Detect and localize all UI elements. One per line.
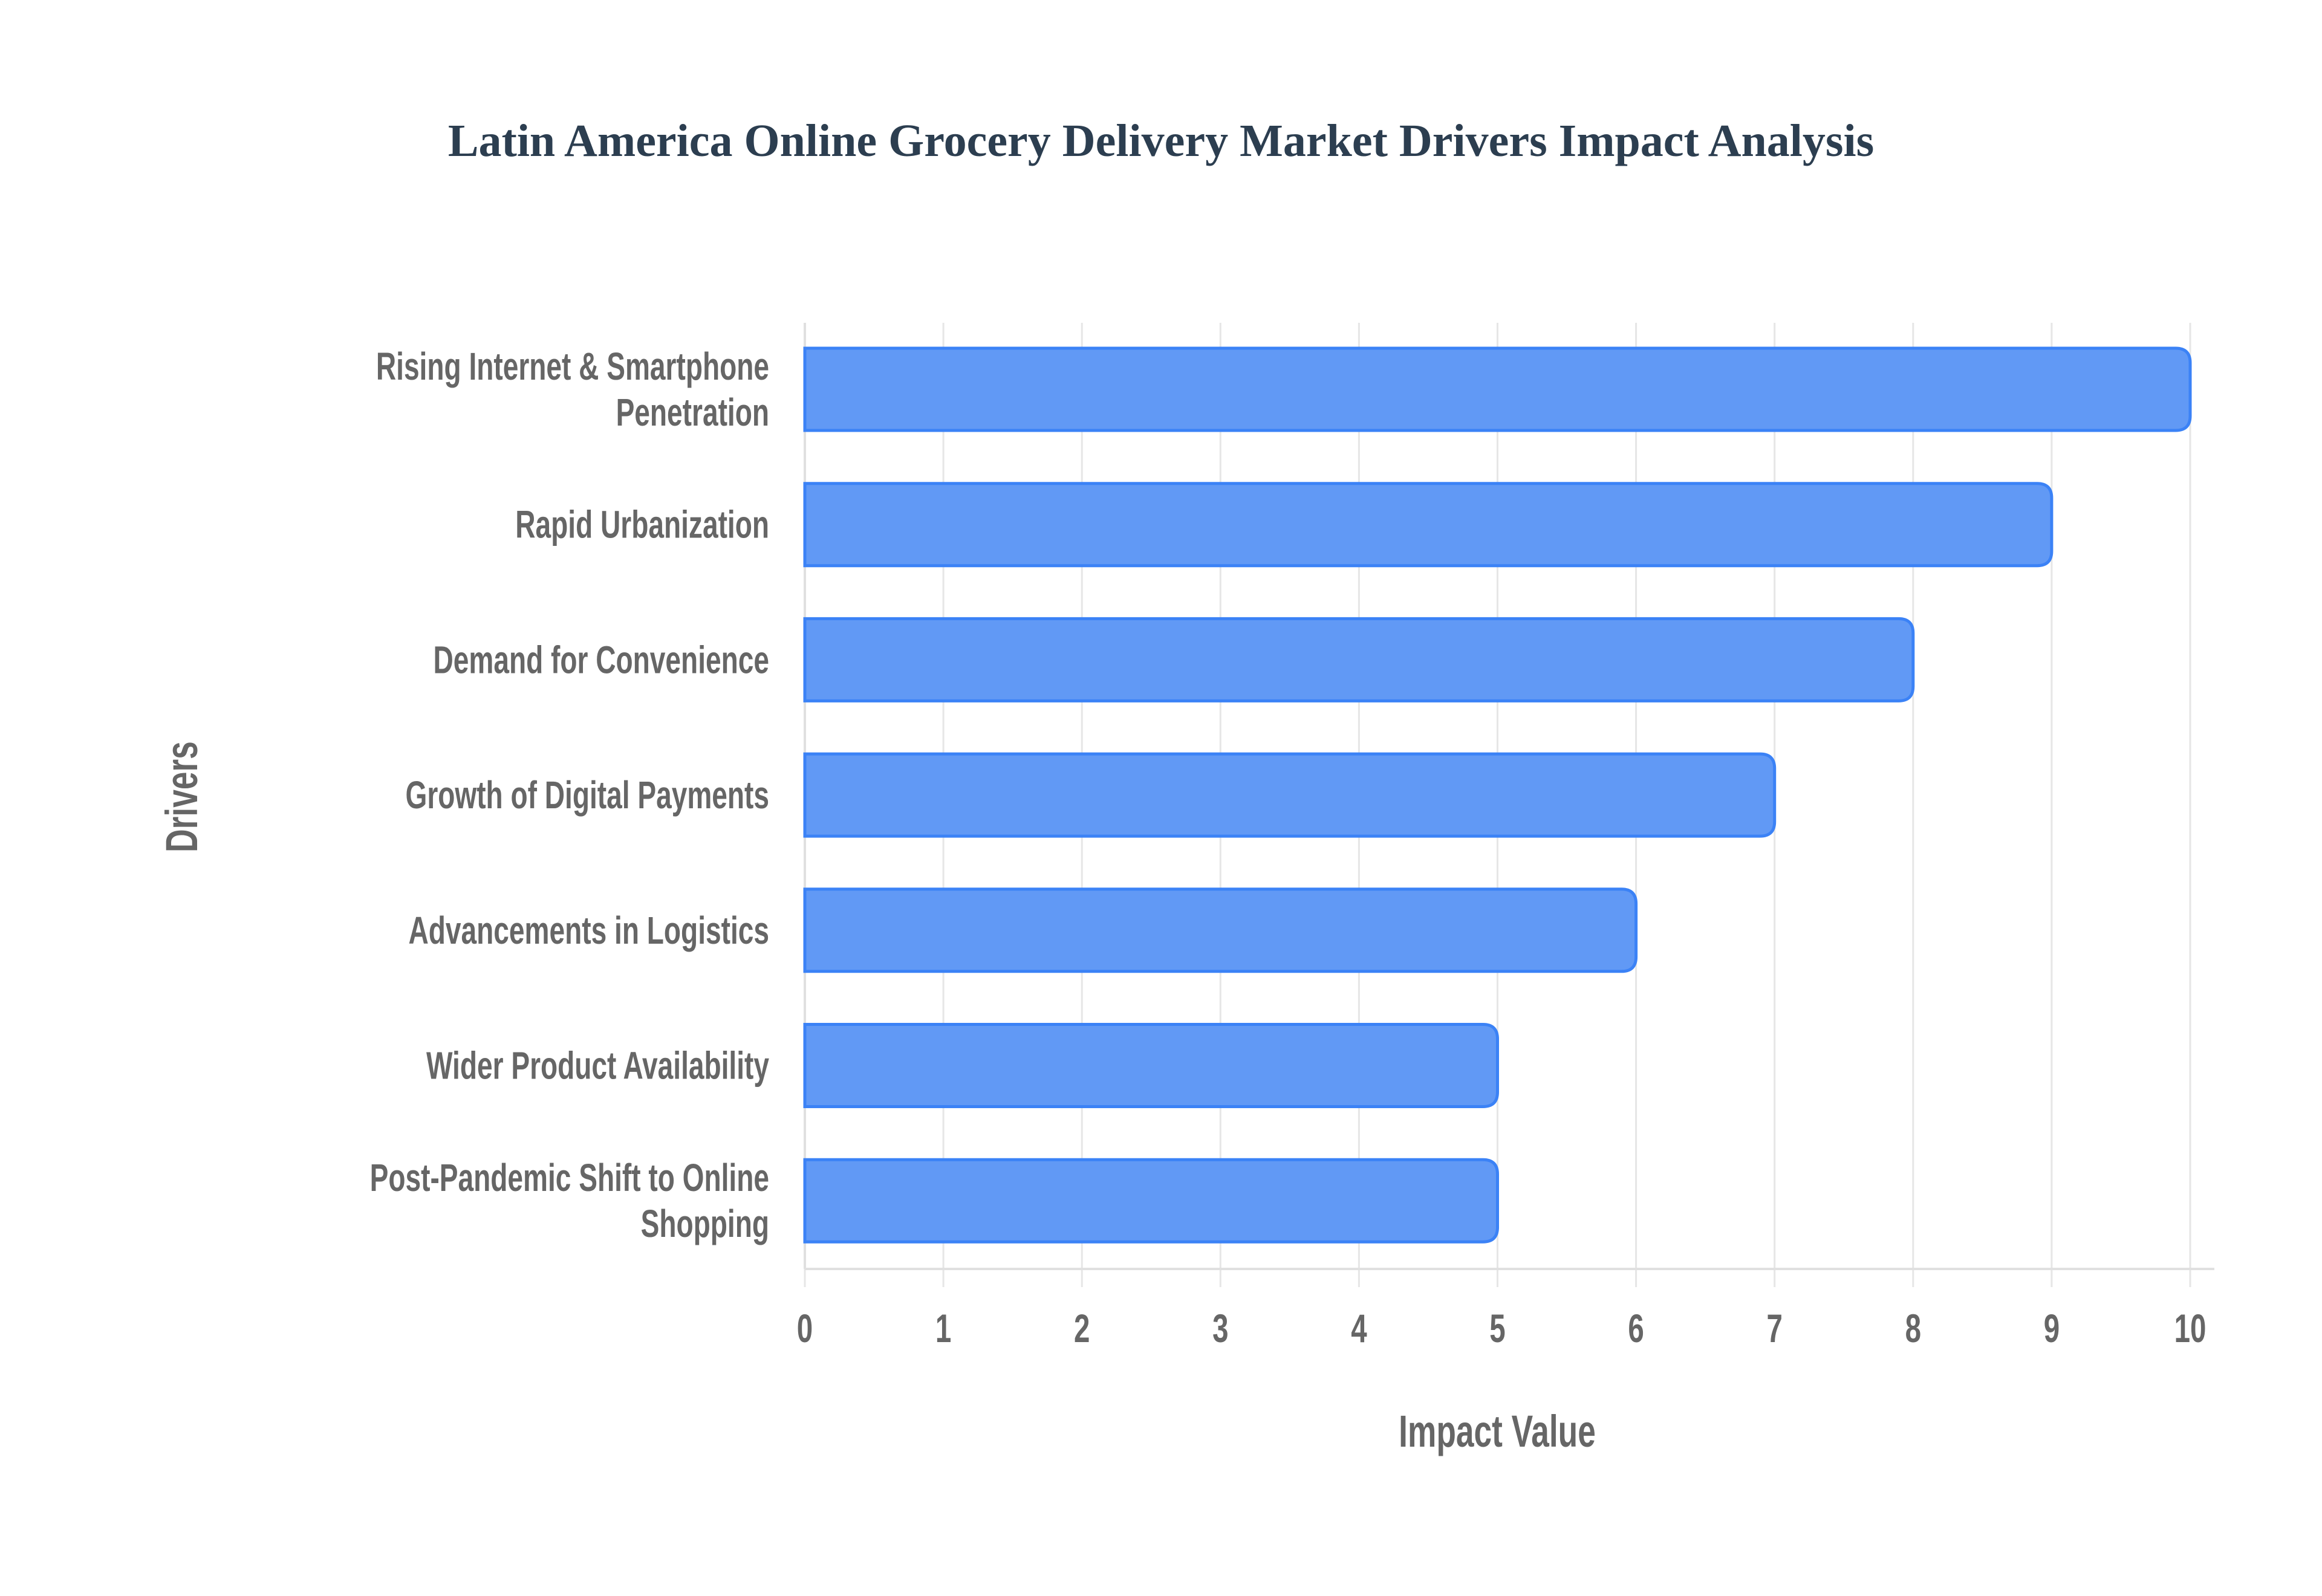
y-category-label: Growth of Digital Payments (405, 774, 769, 817)
bars (803, 346, 2192, 1244)
x-tick-label: 5 (1489, 1306, 1505, 1351)
x-tick-label: 8 (1905, 1306, 1921, 1351)
bar (803, 346, 2192, 432)
bar (803, 887, 1638, 973)
x-tick-label: 1 (935, 1306, 951, 1351)
y-category-label: Demand for Convenience (433, 638, 769, 681)
y-category-label: Post-Pandemic Shift to Online (370, 1156, 769, 1199)
chart-title: Latin America Online Grocery Delivery Ma… (448, 115, 1874, 166)
y-category-label: Rising Internet & Smartphone (376, 345, 769, 388)
x-tick-label: 10 (2174, 1306, 2207, 1351)
x-tick-label: 6 (1628, 1306, 1644, 1351)
y-category-label: Rapid Urbanization (515, 503, 769, 546)
y-category-label: Penetration (616, 391, 769, 434)
x-tick-label: 3 (1212, 1306, 1228, 1351)
x-tick-label: 4 (1351, 1306, 1367, 1351)
y-category-label: Wider Product Availability (426, 1044, 769, 1087)
y-category-label: Advancements in Logistics (409, 909, 769, 952)
x-tick-label: 0 (797, 1306, 813, 1351)
bar (803, 1158, 1499, 1244)
bar (803, 617, 1915, 702)
bar (803, 752, 1777, 838)
y-axis-title: Drivers (157, 741, 207, 852)
x-axis-ticks: 0 1 2 3 4 5 6 7 8 9 10 (797, 1306, 2207, 1351)
bar (803, 482, 2054, 568)
x-tick-label: 2 (1074, 1306, 1090, 1351)
bar (803, 1023, 1499, 1108)
x-tick-label: 9 (2044, 1306, 2060, 1351)
x-tick-label: 7 (1766, 1306, 1782, 1351)
x-axis-title: Impact Value (1399, 1406, 1596, 1456)
y-category-label: Shopping (641, 1202, 769, 1245)
